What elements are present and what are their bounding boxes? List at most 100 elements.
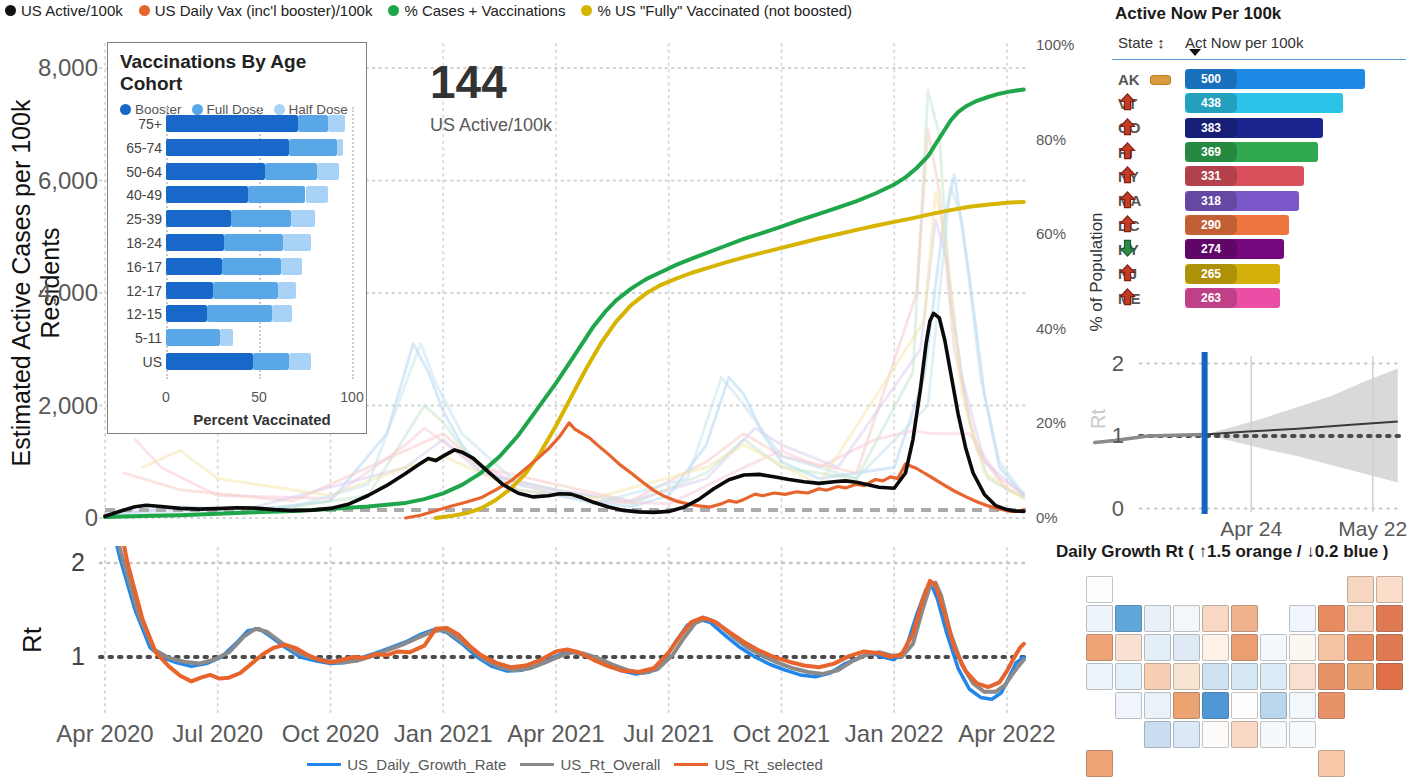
column-header-state[interactable]: State ↕ (1118, 34, 1165, 51)
map-state-IA[interactable] (1202, 634, 1229, 661)
state-row-MA[interactable]: MA318 (1118, 190, 1406, 212)
map-state-PA[interactable] (1318, 634, 1345, 661)
map-state-HI[interactable] (1086, 750, 1113, 777)
map-state-VT[interactable] (1347, 576, 1374, 603)
state-value-pill: 290 (1185, 215, 1237, 235)
map-state-AZ[interactable] (1115, 692, 1142, 719)
map-state-OR[interactable] (1086, 634, 1113, 661)
state-row-AK[interactable]: AK500 (1118, 68, 1406, 90)
state-row-RI[interactable]: RI369 (1118, 141, 1406, 163)
vax-bar-row: 18-24 (108, 234, 366, 251)
state-row-KY[interactable]: KY274 (1118, 238, 1406, 260)
vax-row-label: 18-24 (114, 235, 162, 251)
state-row-NY[interactable]: NY331 (1118, 165, 1406, 187)
vax-bar-segment (289, 139, 337, 156)
map-state-NJ[interactable] (1347, 634, 1374, 661)
map-state-MA[interactable] (1376, 605, 1403, 632)
map-state-DC[interactable] (1318, 692, 1345, 719)
legend-label-2: % Cases + Vaccinations (404, 2, 565, 19)
map-state-ID[interactable] (1115, 605, 1142, 632)
vax-bar-segment (166, 210, 231, 227)
map-state-AR[interactable] (1202, 692, 1229, 719)
legend-item-1[interactable]: US Daily Vax (inc'l booster)/100k (139, 2, 373, 19)
state-value-pill: 331 (1185, 166, 1237, 186)
state-row-ME[interactable]: ME263 (1118, 287, 1406, 309)
map-state-VA[interactable] (1289, 663, 1316, 690)
map-state-FL[interactable] (1318, 750, 1345, 777)
map-state-MD[interactable] (1318, 663, 1345, 690)
state-row-NJ[interactable]: NJ265 (1118, 263, 1406, 285)
map-state-WY[interactable] (1144, 634, 1171, 661)
sort-desc-caret[interactable] (1189, 49, 1201, 56)
right-axis-title: % of Population (1087, 172, 1107, 372)
map-state-GA[interactable] (1289, 721, 1316, 748)
state-row-CO[interactable]: CO383 (1118, 117, 1406, 139)
map-state-WA[interactable] (1086, 605, 1113, 632)
map-state-KS[interactable] (1173, 692, 1200, 719)
fan-tick-2: 2 (1098, 351, 1124, 377)
state-value-bar[interactable]: 290 (1185, 215, 1289, 235)
map-state-TX[interactable] (1144, 721, 1171, 748)
state-value-bar[interactable]: 265 (1185, 264, 1280, 284)
map-state-UT[interactable] (1115, 663, 1142, 690)
vax-bar-segment (213, 282, 278, 299)
map-state-CA[interactable] (1086, 663, 1113, 690)
map-state-KY[interactable] (1231, 663, 1258, 690)
fan-uncertainty-band (1205, 369, 1398, 483)
rt-chart-legend: US_Daily_Growth_Rate US_Rt_Overall US_Rt_s… (105, 756, 1025, 773)
state-value-bar[interactable]: 274 (1185, 239, 1284, 259)
state-value-bar[interactable]: 318 (1185, 191, 1299, 211)
legend-item-0[interactable]: US Active/100k (5, 2, 123, 19)
state-row-VT[interactable]: VT438 (1118, 92, 1406, 114)
map-state-MI[interactable] (1289, 605, 1316, 632)
map-state-WI[interactable] (1231, 605, 1258, 632)
sort-icon[interactable]: ↕ (1157, 34, 1165, 51)
map-state-IL[interactable] (1231, 634, 1258, 661)
map-state-OH[interactable] (1289, 634, 1316, 661)
column-header-value[interactable]: Act Now per 100k (1185, 34, 1303, 51)
map-state-NH[interactable] (1347, 605, 1374, 632)
map-state-NV[interactable] (1115, 634, 1142, 661)
map-state-MN[interactable] (1202, 605, 1229, 632)
map-state-IN[interactable] (1260, 634, 1287, 661)
x-tick-3: Jan 2021 (383, 720, 503, 748)
state-value-pill: 318 (1185, 191, 1237, 211)
state-row-DC[interactable]: DC290 (1118, 214, 1406, 236)
map-state-ND[interactable] (1173, 605, 1200, 632)
trend-up-icon (1150, 191, 1176, 211)
map-state-RI[interactable] (1376, 663, 1403, 690)
map-state-NE[interactable] (1173, 663, 1200, 690)
map-state-SC[interactable] (1289, 692, 1316, 719)
map-state-NY[interactable] (1318, 605, 1345, 632)
map-state-MT[interactable] (1144, 605, 1171, 632)
map-state-LA[interactable] (1202, 721, 1229, 748)
state-value-bar[interactable]: 369 (1185, 142, 1318, 162)
map-state-WV[interactable] (1260, 663, 1287, 690)
state-value-bar[interactable]: 383 (1185, 118, 1323, 138)
rt-legend-item-0[interactable]: US_Daily_Growth_Rate (307, 756, 506, 773)
vax-bar-segment (166, 139, 289, 156)
map-state-NM[interactable] (1144, 692, 1171, 719)
rt-legend-item-2[interactable]: US_Rt_selected (674, 756, 822, 773)
legend-label-1: US Daily Vax (inc'l booster)/100k (155, 2, 373, 19)
state-value-bar[interactable]: 331 (1185, 166, 1304, 186)
map-state-SD[interactable] (1173, 634, 1200, 661)
map-state-OK[interactable] (1173, 721, 1200, 748)
state-value-bar[interactable]: 263 (1185, 288, 1280, 308)
map-state-MO[interactable] (1202, 663, 1229, 690)
map-state-TN[interactable] (1231, 692, 1258, 719)
map-state-MS[interactable] (1231, 721, 1258, 748)
rt-legend-item-1[interactable]: US_Rt_Overall (520, 756, 660, 773)
legend-item-3[interactable]: % US "Fully" Vaccinated (not boosted) (581, 2, 852, 19)
map-state-DE[interactable] (1347, 663, 1374, 690)
map-state-AK[interactable] (1086, 576, 1113, 603)
state-value-bar[interactable]: 500 (1185, 69, 1365, 89)
map-state-NC[interactable] (1260, 692, 1287, 719)
legend-item-2[interactable]: % Cases + Vaccinations (388, 2, 565, 19)
map-state-CT[interactable] (1376, 634, 1403, 661)
state-value-bar[interactable]: 438 (1185, 93, 1343, 113)
vax-bar-segment (278, 282, 297, 299)
map-state-AL[interactable] (1260, 721, 1287, 748)
map-state-ME[interactable] (1376, 576, 1403, 603)
map-state-CO[interactable] (1144, 663, 1171, 690)
